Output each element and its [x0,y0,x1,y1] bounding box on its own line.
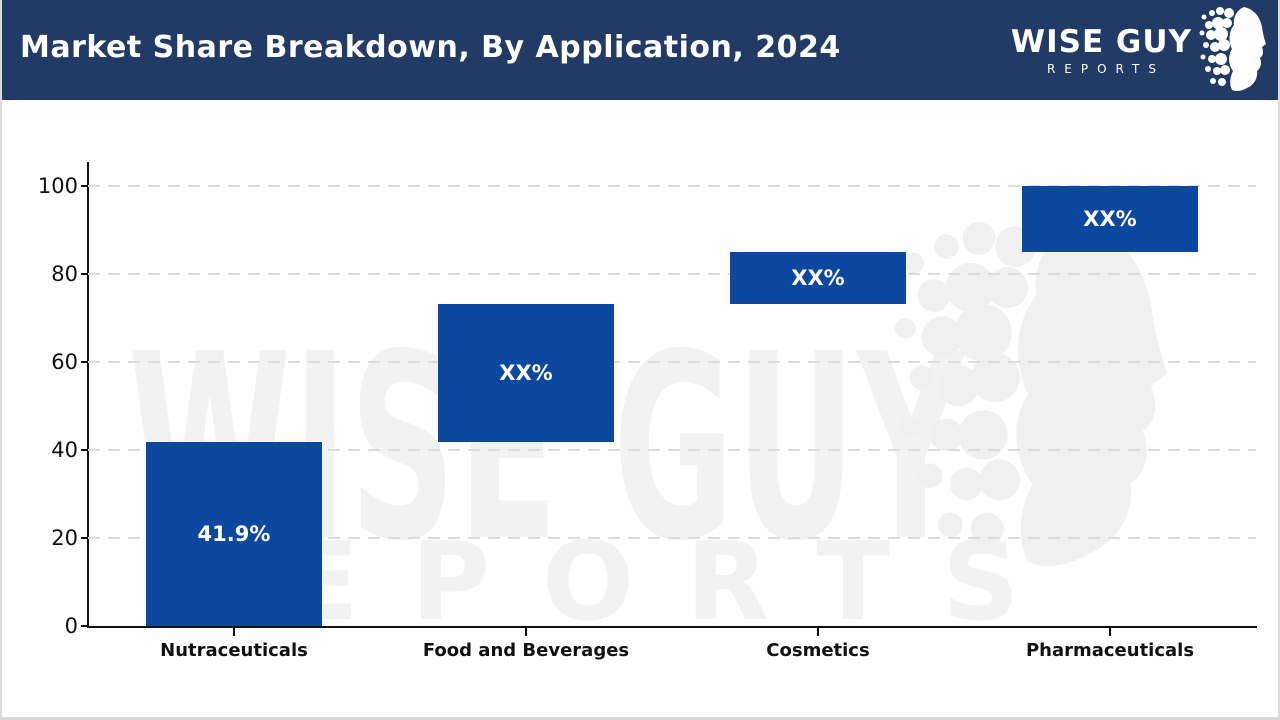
bar-value-label: 41.9% [197,521,271,546]
x-axis-tick [525,628,527,636]
page-title: Market Share Breakdown, By Application, … [20,29,841,65]
x-axis-tick [233,628,235,636]
bar: XX% [730,252,906,304]
bar: XX% [438,303,614,442]
y-axis-tick [81,537,88,539]
bar: 41.9% [146,441,322,626]
gridline [88,185,1256,187]
y-axis-tick [81,625,88,627]
x-category-label: Nutraceuticals [160,640,308,661]
brand-logo: WISE GUY REPORTS [1011,6,1268,94]
x-axis-line [87,626,1257,628]
bar-value-label: XX% [1083,207,1137,231]
y-axis-tick [81,449,88,451]
watermark-face-icon [895,222,1168,566]
y-axis-line [87,162,89,628]
gridline [88,361,1256,363]
gridline [88,537,1256,539]
y-axis-tick-label: 100 [37,174,78,198]
header-bar: Market Share Breakdown, By Application, … [0,0,1280,100]
gridline [88,273,1256,275]
y-axis-tick-label: 80 [51,262,78,286]
y-axis-tick [81,273,88,275]
y-axis-tick-label: 20 [51,526,78,550]
brand-logo-text: WISE GUY REPORTS [1011,25,1192,76]
y-axis-tick-label: 60 [51,350,78,374]
x-axis-tick [817,628,819,636]
x-category-label: Cosmetics [766,640,870,661]
bar-value-label: XX% [791,265,845,290]
x-axis-tick [1109,628,1111,636]
x-category-label: Pharmaceuticals [1025,640,1195,661]
bar: XX% [1022,186,1198,252]
face-profile-icon [1199,7,1266,92]
x-category-label: Food and Beverages [422,640,630,661]
bar-value-label: XX% [499,360,553,385]
gridline [88,449,1256,451]
y-axis-tick-label: 40 [51,438,78,462]
brand-subtitle: REPORTS [1046,61,1165,76]
y-axis-tick [81,185,88,187]
y-axis-tick-label: 0 [64,614,78,638]
chart-canvas: WISE GUY REPORTS 02040608010041.9%Nutrac… [0,100,1280,716]
brand-name: WISE GUY [1010,23,1192,60]
y-axis-tick [81,361,88,363]
